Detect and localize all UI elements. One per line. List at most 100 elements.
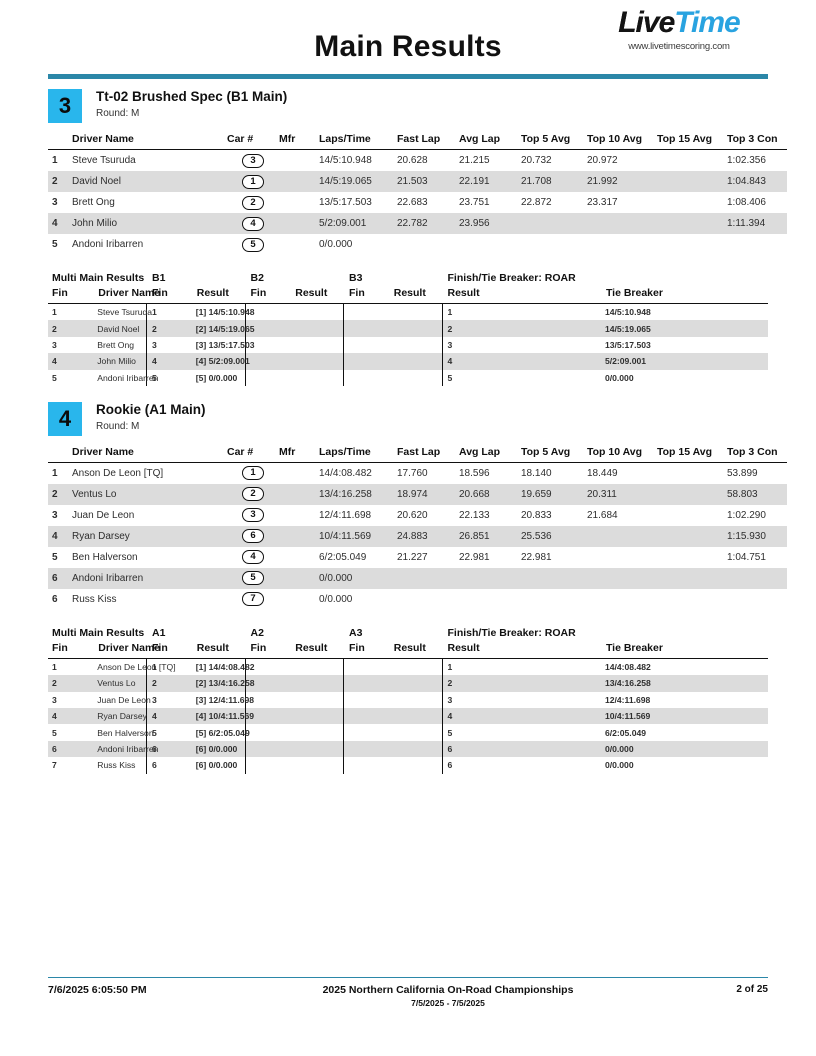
col-tie-breaker: Tie Breaker	[604, 640, 768, 659]
group-label-1: A1	[152, 626, 166, 639]
cell-t3c	[727, 567, 787, 589]
cell-g1-result: [1] 14/4:08.482	[195, 662, 255, 673]
event-round: Round: M	[96, 108, 140, 119]
column-header-avg: Avg Lap	[459, 445, 521, 463]
cell-fast: 22.782	[397, 213, 459, 234]
cell-g2-result	[294, 320, 344, 337]
cell-t3c	[727, 589, 787, 610]
cell-avg: 23.956	[459, 213, 521, 234]
cell-pos: 6	[48, 567, 72, 589]
cell-avg	[459, 589, 521, 610]
car-number-badge: 4	[242, 216, 264, 231]
cell-result: 2	[441, 675, 605, 692]
cell-fin: 2	[48, 675, 98, 692]
cell-g2-result	[294, 658, 343, 675]
multi-table-row: 7 Russ Kiss 6 [6] 0/0.000 6 0/0.000	[48, 757, 768, 774]
cell-t5: 22.872	[521, 197, 552, 208]
cell-fast: 20.628	[397, 155, 428, 166]
cell-pos: 6	[52, 593, 58, 605]
col-g2-result: Result	[294, 286, 344, 304]
column-header-car: Car #	[227, 133, 279, 150]
multi-table-row: 4 John Milio 4 [4] 5/2:09.001 4 5/2:09.001	[48, 353, 768, 370]
column-header-name: Driver Name	[72, 133, 227, 150]
cell-g3-result	[393, 370, 442, 386]
cell-tie-breaker: 13/4:16.258	[604, 675, 768, 692]
cell-car: 4	[227, 213, 279, 234]
column-header-t10: Top 10 Avg	[587, 133, 657, 150]
multi-title: Multi Main Results	[52, 626, 145, 639]
cell-tie-breaker: 14/4:08.482	[604, 662, 651, 673]
cell-t15	[657, 192, 727, 213]
column-header-pos	[48, 445, 72, 463]
cell-fast	[397, 567, 459, 589]
cell-avg: 22.133	[459, 509, 490, 521]
event-section: 3 Tt-02 Brushed Spec (B1 Main) Round: M Dri…	[48, 89, 787, 386]
cell-fin: 5	[52, 372, 57, 383]
multi-title: Multi Main Results	[52, 272, 145, 284]
cell-t5	[521, 213, 587, 234]
cell-mfr	[279, 462, 319, 484]
cell-mfr	[279, 234, 319, 255]
cell-tie-breaker: 12/4:11.698	[604, 694, 651, 705]
cell-g1-fin: 4	[145, 708, 196, 725]
col-g1-fin: Fin	[146, 640, 196, 659]
cell-t10: 23.317	[587, 197, 618, 208]
cell-driver: Ryan Darsey	[97, 708, 147, 725]
cell-t3c: 1:04.751	[727, 551, 766, 563]
column-header-fast: Fast Lap	[397, 133, 459, 150]
cell-mfr	[279, 567, 319, 589]
table-row: 3 Brett Ong 2 13/5:17.503 22.683 23.751 22.872…	[48, 192, 787, 213]
col-driver-name: Driver Name	[97, 286, 160, 304]
multi-main-results-table: Multi Main Results A1 A2 A3 Finish/Tie Break…	[48, 626, 768, 774]
cell-fin: 7	[52, 760, 57, 771]
car-number-badge: 2	[242, 195, 264, 210]
cell-pos: 2	[48, 171, 72, 192]
cell-g3-result	[393, 724, 442, 740]
cell-laps: 10/4:11.569	[319, 525, 397, 547]
events-container: 3 Tt-02 Brushed Spec (B1 Main) Round: M Dri…	[48, 89, 787, 774]
column-header-mfr: Mfr	[279, 133, 319, 150]
document-footer: 7/6/2025 6:05:50 PM 2025 Northern Califo…	[48, 977, 768, 1008]
cell-g2-fin	[244, 320, 295, 337]
car-number-badge: 5	[242, 237, 264, 252]
cell-avg: 18.596	[459, 467, 490, 479]
cell-driver: John Milio	[72, 213, 227, 234]
multi-table-row: 5 Andoni Iribarren 5 [5] 0/0.000 5 0/0.000	[48, 369, 768, 386]
cell-g1-result: [5] 6/2:05.049	[195, 727, 250, 738]
cell-g3-fin	[342, 320, 393, 337]
cell-t3c: 58.803	[727, 483, 787, 505]
column-header-laps: Laps/Time	[319, 445, 397, 463]
col-result: Result	[442, 640, 605, 659]
cell-car: 3	[227, 505, 279, 526]
cell-g3-fin	[342, 757, 393, 774]
logo-url: www.livetimescoring.com	[628, 41, 730, 52]
cell-fin: 6	[48, 740, 98, 758]
cell-car: 2	[227, 483, 279, 505]
multi-main-results: Multi Main Results A1 A2 A3 Finish/Tie Break…	[48, 626, 768, 774]
cell-driver: Ventus Lo	[97, 675, 147, 692]
cell-driver: Brett Ong	[72, 197, 115, 208]
cell-avg: 22.981	[459, 551, 490, 563]
logo-wordmark: LiveTime	[590, 5, 768, 40]
finish-tie-breaker-label: Finish/Tie Breaker: ROAR	[447, 272, 576, 284]
car-number-badge: 7	[242, 592, 264, 607]
event-name: Rookie (A1 Main)	[96, 401, 206, 417]
multi-table-row: 1 Anson De Leon [TQ] 1 [1] 14/4:08.482 1 14/4…	[48, 658, 768, 676]
table-row: 1 Steve Tsuruda 3 14/5:10.948 20.628 21.215 20…	[48, 150, 787, 172]
cell-laps: 0/0.000	[319, 567, 397, 589]
cell-g2-fin	[244, 757, 295, 774]
cell-fast: 20.620	[397, 509, 428, 521]
main-results-table: Driver Name Car # Mfr Laps/Time Fast Lap Avg …	[48, 445, 787, 610]
cell-t10: 21.684	[587, 509, 618, 521]
cell-driver: Russ Kiss	[97, 760, 136, 771]
cell-avg: 22.191	[459, 171, 521, 192]
cell-fast	[397, 589, 459, 610]
cell-g2-result	[294, 675, 344, 692]
cell-t5: 20.732	[521, 155, 552, 166]
cell-fast: 17.760	[397, 467, 428, 479]
cell-g2-result	[294, 708, 344, 725]
cell-g1-fin: 1	[145, 303, 196, 321]
cell-driver: Anson De Leon [TQ]	[97, 662, 176, 673]
cell-tie-breaker: 0/0.000	[604, 372, 634, 383]
group-label-1: B1	[152, 272, 166, 284]
